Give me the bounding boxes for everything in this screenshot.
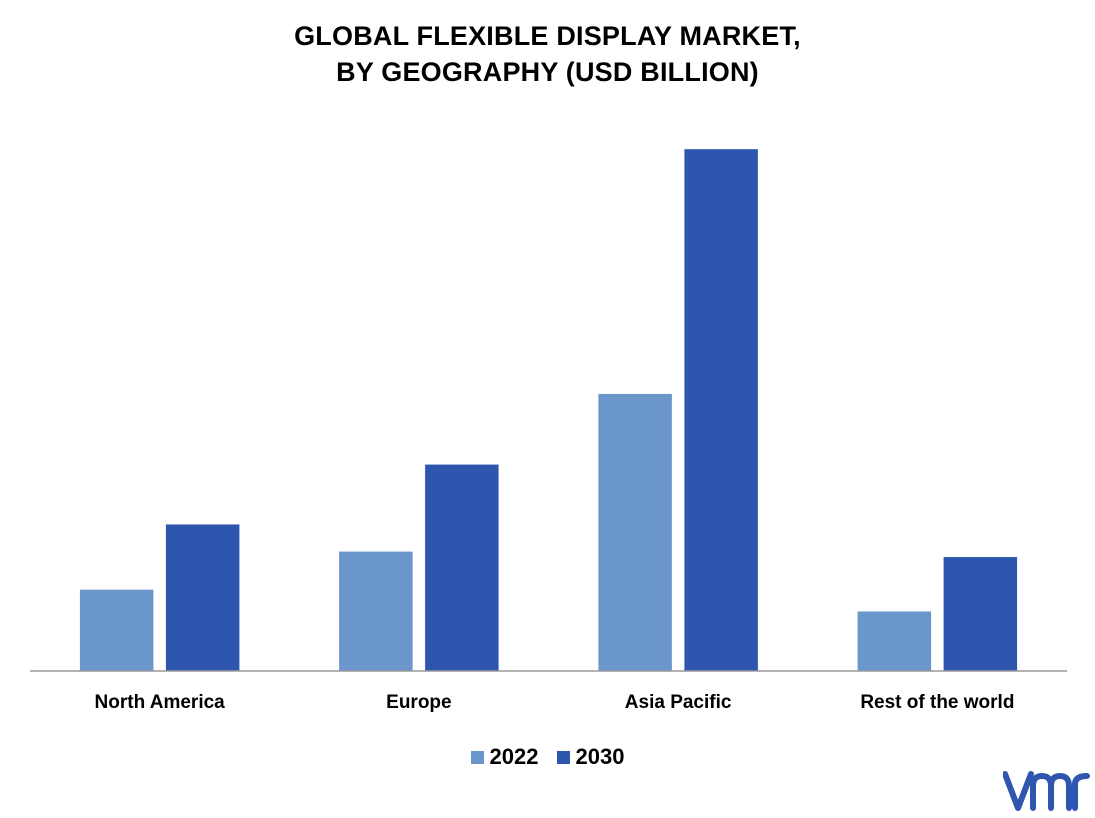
legend-label-2030: 2030 [575, 744, 625, 769]
bar-europe-2030 [424, 464, 500, 672]
legend-swatch-2022 [470, 750, 484, 764]
bar-asia-pacific-2030 [683, 148, 759, 672]
legend-item-2022: 2022 [470, 744, 539, 770]
x-tick-label-asia-pacific: Asia Pacific [625, 692, 732, 713]
x-tick-label-europe: Europe [386, 692, 451, 713]
x-tick-label-north-america: North America [95, 692, 226, 713]
chart-title-line-1: GLOBAL FLEXIBLE DISPLAY MARKET, [294, 21, 801, 51]
chart-title-line-2: BY GEOGRAPHY (USD BILLION) [336, 57, 759, 87]
bar-chart: North America Europe Asia Pacific Rest of t… [30, 148, 1067, 713]
bar-asia-pacific-2022 [597, 393, 673, 672]
legend-item-2030: 2030 [556, 744, 625, 770]
legend-label-2022: 2022 [489, 744, 539, 769]
vmr-logo-icon [1003, 771, 1090, 811]
bar-north-america-2030 [165, 523, 240, 672]
legend-swatch-2030 [556, 750, 570, 764]
bar-north-america-2022 [79, 589, 154, 672]
legend: 2022 2030 [0, 744, 1095, 770]
bars-group [79, 148, 1018, 672]
bar-rest-of-the-world-2030 [943, 556, 1018, 672]
x-tick-label-rest-of-the-world: Rest of the world [860, 692, 1014, 713]
chart-title: GLOBAL FLEXIBLE DISPLAY MARKET, BY GEOGR… [0, 18, 1095, 90]
x-tick-labels: North America Europe Asia Pacific Rest of t… [95, 692, 1015, 713]
bar-europe-2022 [338, 551, 414, 672]
bar-rest-of-the-world-2022 [857, 610, 932, 672]
